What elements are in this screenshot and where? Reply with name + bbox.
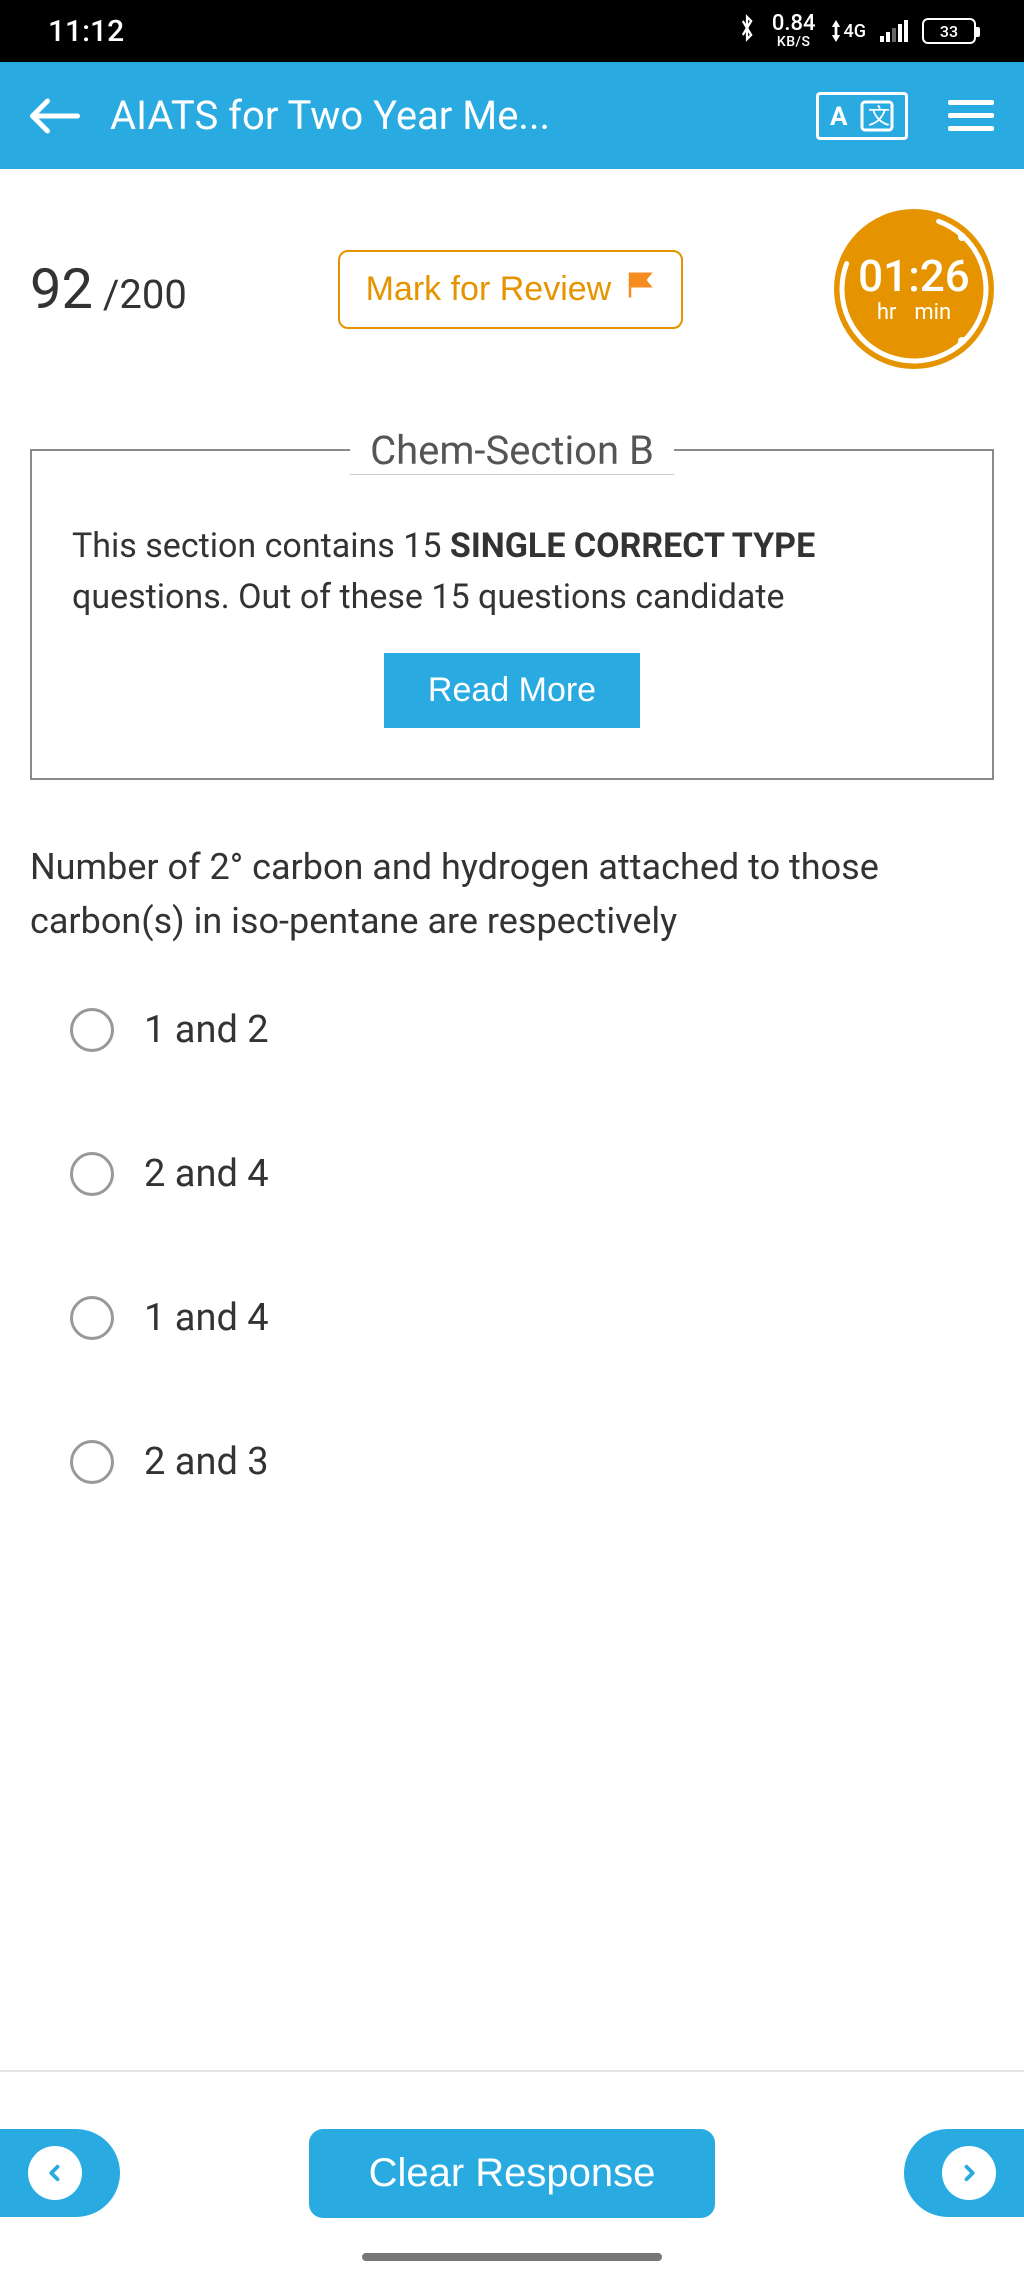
app-bar: AIATS for Two Year Me... A 文 (0, 62, 1024, 169)
prev-question-button[interactable] (0, 2129, 120, 2217)
mark-review-label: Mark for Review (366, 270, 612, 309)
total-questions: /200 (103, 271, 187, 318)
menu-icon[interactable] (948, 100, 994, 131)
question-info-row: 92 /200 Mark for Review 01:26 hr min (0, 169, 1024, 389)
flag-icon (625, 270, 655, 309)
svg-text:文: 文 (868, 105, 890, 130)
home-indicator[interactable] (362, 2253, 662, 2261)
option-a[interactable]: 1 and 2 (70, 1008, 994, 1052)
timer-badge: 01:26 hr min (834, 209, 994, 369)
radio-icon (70, 1296, 114, 1340)
footer-nav: Clear Response (0, 2118, 1024, 2228)
section-legend: Chem-Section B (350, 427, 674, 475)
data-speed-indicator: 0.84 KB/S (772, 13, 816, 49)
battery-indicator: 33 (922, 18, 976, 44)
option-b[interactable]: 2 and 4 (70, 1152, 994, 1196)
data-speed-unit: KB/S (777, 35, 811, 49)
question-counter: 92 /200 (30, 256, 187, 322)
radio-icon (70, 1008, 114, 1052)
option-c[interactable]: 1 and 4 (70, 1296, 994, 1340)
footer-divider (0, 2070, 1024, 2072)
option-d[interactable]: 2 and 3 (70, 1440, 994, 1484)
status-time: 11:12 (48, 14, 124, 49)
data-speed-value: 0.84 (772, 13, 816, 35)
svg-text:A: A (830, 102, 848, 132)
section-description: This section contains 15 SINGLE CORRECT … (72, 521, 952, 623)
read-more-button[interactable]: Read More (384, 653, 640, 728)
chevron-right-icon (959, 2163, 979, 2183)
question-text: Number of 2° carbon and hydrogen attache… (30, 840, 994, 948)
signal-icon (880, 20, 908, 42)
back-icon[interactable] (30, 96, 80, 136)
current-question-number: 92 (30, 256, 93, 322)
section-info-box: Chem-Section B This section contains 15 … (30, 449, 994, 780)
radio-icon (70, 1152, 114, 1196)
radio-icon (70, 1440, 114, 1484)
translate-icon[interactable]: A 文 (816, 92, 908, 140)
clear-response-button[interactable]: Clear Response (309, 2129, 716, 2218)
option-label: 2 and 3 (144, 1440, 269, 1484)
next-question-button[interactable] (904, 2129, 1024, 2217)
option-label: 2 and 4 (144, 1152, 269, 1196)
status-right-cluster: 0.84 KB/S 4G 33 (736, 13, 976, 49)
app-title: AIATS for Two Year Me... (110, 92, 550, 139)
option-label: 1 and 4 (144, 1296, 269, 1340)
chevron-left-icon (45, 2163, 65, 2183)
mark-for-review-button[interactable]: Mark for Review (338, 250, 684, 329)
network-type-indicator: 4G (830, 20, 867, 42)
option-label: 1 and 2 (144, 1008, 269, 1052)
android-status-bar: 11:12 0.84 KB/S 4G 33 (0, 0, 1024, 62)
options-list: 1 and 2 2 and 4 1 and 4 2 and 3 (70, 1008, 994, 1484)
bluetooth-icon (736, 14, 758, 48)
